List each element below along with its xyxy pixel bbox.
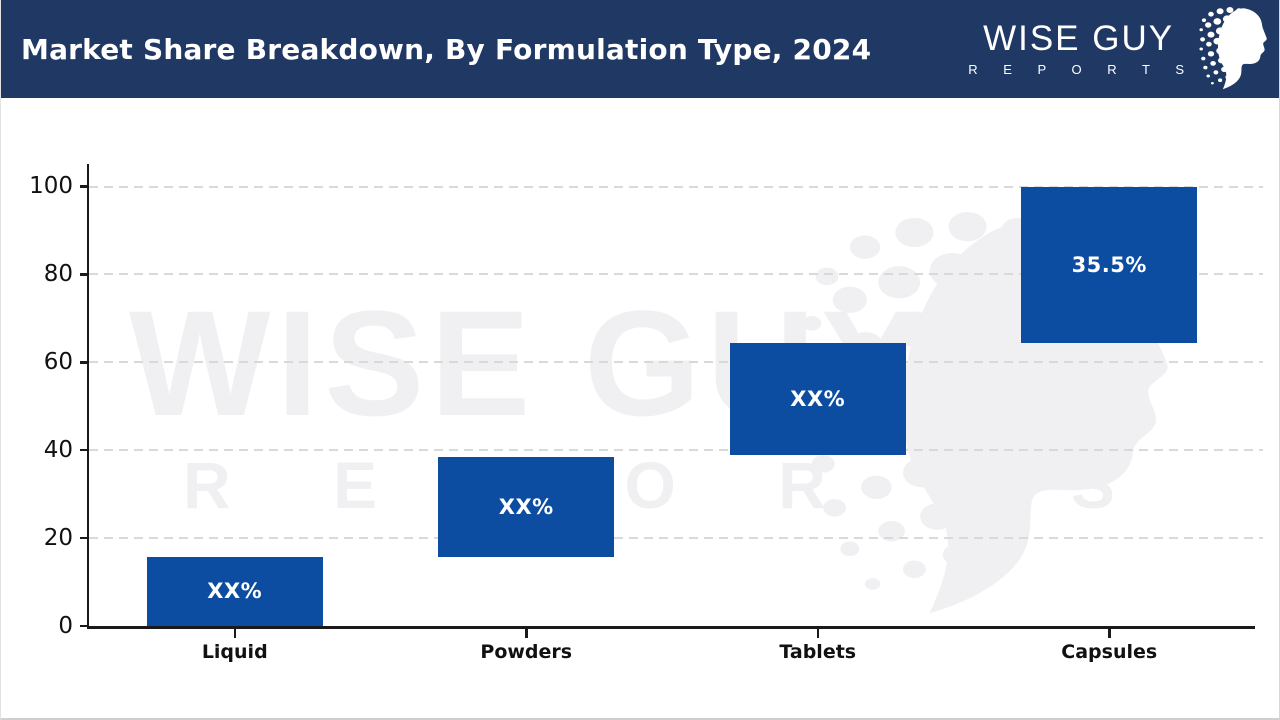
x-axis-line [86,626,1255,629]
bar-value-label-capsules: 35.5% [1071,252,1147,277]
x-tick-mark-capsules [1108,628,1111,638]
logo-dot-face-icon [1197,7,1267,91]
x-tick-label-powders: Powders [480,641,573,663]
bar-value-label-powders: XX% [498,494,554,519]
bar-value-label-liquid: XX% [207,579,263,604]
bar-value-label-tablets: XX% [790,386,846,411]
bar-tablets: XX% [729,342,906,455]
header-bar: Market Share Breakdown, By Formulation T… [1,0,1279,98]
gridline-20 [89,537,1263,540]
x-tick-mark-powders [525,628,528,638]
wise-guy-reports-logo: WISE GUY R E P O R T S [962,7,1267,91]
y-tick-mark-60 [80,361,89,364]
gridline-40 [89,449,1263,452]
bar-liquid: XX% [146,556,323,626]
y-tick-mark-80 [80,273,89,276]
x-tick-label-liquid: Liquid [201,641,268,663]
y-tick-label-40: 40 [43,436,73,463]
y-tick-mark-0 [80,624,89,628]
y-tick-label-60: 60 [43,348,73,375]
y-tick-mark-40 [80,448,89,452]
y-axis-line [86,164,89,629]
bar-capsules: 35.5% [1021,186,1198,343]
gridline-60 [89,361,1263,364]
y-tick-mark-20 [80,536,89,540]
x-tick-mark-liquid [233,628,236,638]
x-tick-mark-tablets [816,628,819,638]
x-tick-label-capsules: Capsules [1061,641,1158,663]
gridline-100 [89,185,1263,188]
logo-wordmark: WISE GUY [983,19,1175,58]
y-tick-mark-100 [80,185,89,188]
x-tick-label-tablets: Tablets [779,641,857,663]
y-tick-label-80: 80 [43,260,73,287]
y-tick-label-0: 0 [58,612,73,639]
y-tick-label-100: 100 [29,173,73,199]
page-title: Market Share Breakdown, By Formulation T… [21,32,872,66]
bar-powders: XX% [438,456,615,557]
gridline-80 [89,273,1263,276]
y-tick-label-20: 20 [43,524,73,551]
logo-subtext: R E P O R T S [968,62,1195,77]
